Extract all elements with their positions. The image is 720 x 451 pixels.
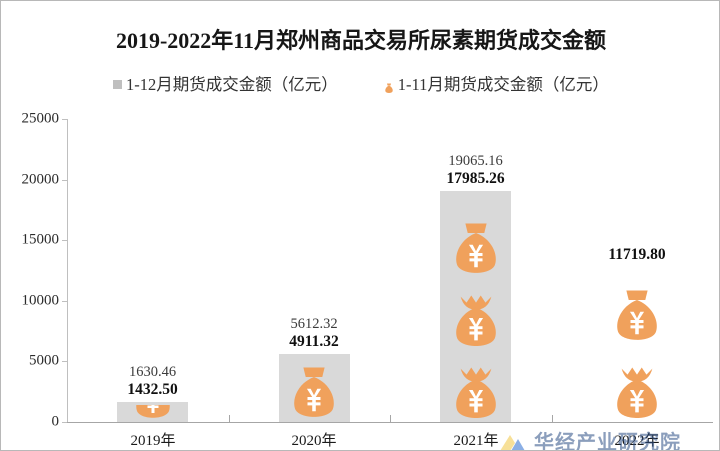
y-tick-label-10000: 10000 [21,292,60,309]
column-2019[interactable]: 1630.46 1432.50 [117,119,188,422]
y-tick-label-20000: 20000 [21,171,60,188]
x-tick-label-2019: 2019年 [130,433,176,449]
watermark-logo-icon [500,435,525,450]
value-label-2020-1-12: 5612.32 [290,316,338,332]
value-label-2020-1-11: 4911.32 [289,333,339,350]
y-tick-label-5000: 5000 [29,352,59,369]
column-2020[interactable]: 5612.32 4911.32 [278,119,350,423]
x-tick-label-2021: 2021年 [453,433,499,449]
legend-label-1-12: 1-12月期货成交金额（亿元） [126,75,338,94]
legend-item-1-12[interactable]: 1-12月期货成交金额（亿元） [113,71,338,95]
x-axis-separator-1 [228,415,230,422]
x-tick-label-2022: 2022年 [614,433,660,449]
chart-title: 2019-2022年11月郑州商品交易所尿素期货成交金额 [115,28,607,53]
column-2021[interactable]: 19065.16 17985.26 [440,119,511,422]
legend-item-1-11[interactable]: 1-11月期货成交金额（亿元） [384,71,609,95]
money-bag-icon [617,367,657,419]
y-tick-label-15000: 15000 [21,231,60,248]
y-tick-mark-5000 [62,361,67,363]
column-2022[interactable]: 11719.80 [602,119,673,422]
bag-stack-2019 [117,404,188,422]
x-axis-separator-2 [390,415,391,422]
x-axis-line [67,422,713,423]
plot-area: 1630.46 1432.50 5612.32 4911.32 [62,119,713,423]
y-tick-label-25000: 25000 [21,110,60,127]
legend-label-1-11: 1-11月期货成交金额（亿元） [397,75,609,94]
y-tick-mark-0 [62,422,67,423]
x-tick-label-2020: 2020年 [291,433,337,449]
x-axis-separator-3 [551,415,553,422]
bag-stack-2020 [279,363,350,423]
money-bag-icon [294,367,334,417]
value-label-2019-1-11: 1432.50 [127,381,178,398]
money-bag-icon [455,223,496,273]
y-axis-line [67,119,68,422]
bag-stack-2022 [602,280,673,422]
money-bag-icon [455,367,496,419]
y-tick-mark-10000 [62,300,67,302]
chart-legend: 1-12月期货成交金额（亿元） 1-11月期货成交金额（亿元） [1,71,719,95]
value-label-2022-1-11: 11719.80 [608,246,666,263]
value-label-2021-1-11: 17985.26 [446,170,505,187]
bag-stack-2021 [440,204,511,422]
value-label-2021-1-12: 19065.16 [448,153,503,169]
y-tick-label-0: 0 [51,413,60,430]
y-tick-mark-15000 [62,240,67,242]
y-tick-mark-25000 [62,119,67,120]
y-tick-mark-20000 [62,179,67,181]
legend-square-marker-icon [113,79,123,89]
value-label-2019-1-12: 1630.46 [128,364,177,380]
money-bag-icon [455,295,496,347]
legend-money-bag-marker-icon [384,79,394,93]
money-bag-icon [617,290,657,340]
money-bag-icon [135,404,170,418]
